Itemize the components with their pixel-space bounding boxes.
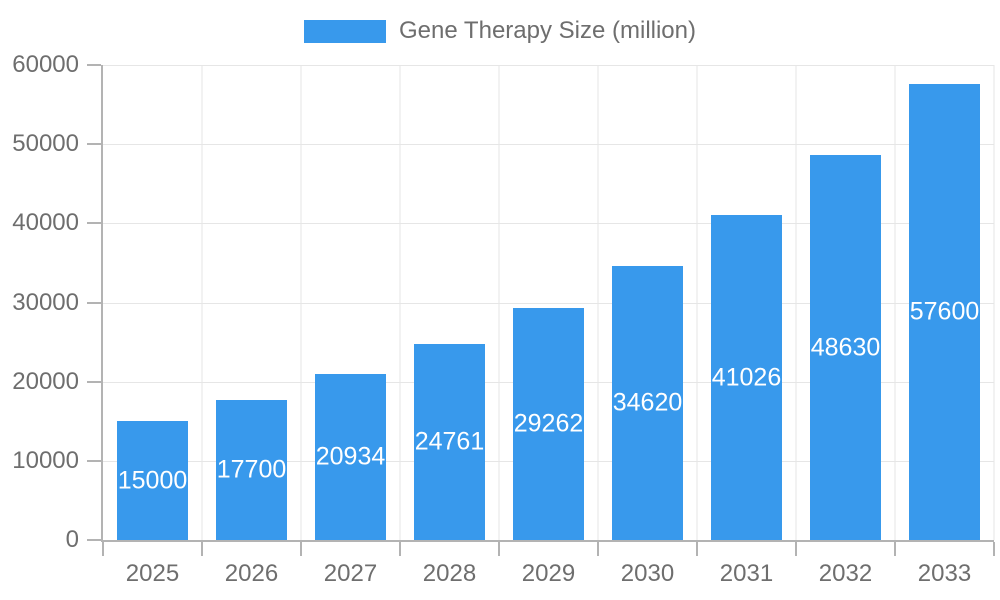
x-axis-label: 2026: [224, 560, 279, 587]
y-axis-label: 0: [65, 526, 79, 553]
bar-2031[interactable]: 41026: [711, 215, 782, 540]
x-tick-mark: [597, 542, 599, 556]
x-axis-label: 2027: [323, 560, 378, 587]
y-tick-mark: [87, 222, 101, 225]
y-axis-label: 50000: [12, 130, 79, 158]
bar-value-label: 41026: [711, 363, 782, 392]
bar-2032[interactable]: 48630: [810, 155, 881, 540]
plot-area: 0 10000 20000 30000 40000 50000 60000 2025 15000…: [12, 53, 995, 586]
x-gridline: [597, 65, 599, 540]
x-tick-mark: [102, 542, 104, 556]
bar-value-label: 57600: [909, 297, 980, 326]
bar-value-label: 24761: [414, 427, 485, 456]
y-axis-label: 10000: [12, 446, 79, 474]
x-axis-label: 2028: [422, 560, 477, 587]
bar-2033[interactable]: 57600: [909, 84, 980, 540]
bar-slot: 15000: [103, 65, 202, 540]
bar-2026[interactable]: 17700: [216, 399, 287, 540]
legend-label: Gene Therapy Size (million): [398, 17, 696, 44]
bar-slot: 24761: [400, 65, 499, 540]
y-tick-mark: [87, 301, 101, 304]
bar-slot: 48630: [796, 65, 895, 540]
x-gridline: [201, 65, 203, 540]
y-tick-mark: [87, 459, 101, 462]
y-tick-mark: [87, 143, 101, 146]
x-axis-label: 2030: [620, 560, 675, 587]
y-gridline: [103, 223, 994, 225]
y-axis-label: 30000: [12, 288, 79, 316]
bar-slot: 41026: [697, 65, 796, 540]
bar-value-label: 20934: [315, 442, 386, 471]
y-axis-label: 60000: [12, 51, 79, 78]
y-gridline: [103, 144, 994, 146]
x-axis-label: 2025: [125, 560, 180, 587]
y-axis-label: 40000: [12, 209, 79, 237]
legend-item[interactable]: Gene Therapy Size (million): [0, 17, 1000, 45]
bar-2027[interactable]: 20934: [315, 374, 386, 540]
x-axis-label: 2032: [818, 560, 873, 587]
y-tick-mark: [87, 380, 101, 383]
bar-slot: 57600: [895, 65, 994, 540]
y-tick-mark: [87, 539, 101, 541]
x-tick-mark: [498, 542, 500, 556]
bar-2029[interactable]: 29262: [513, 308, 584, 540]
x-gridline: [300, 65, 302, 540]
x-tick-mark: [795, 542, 797, 556]
bar-value-label: 15000: [117, 466, 188, 495]
bar-2025[interactable]: 15000: [117, 421, 188, 540]
x-gridline: [696, 65, 698, 540]
bar-value-label: 34620: [612, 388, 683, 417]
x-gridline: [993, 65, 995, 540]
bar-value-label: 48630: [810, 333, 881, 361]
x-tick-mark: [201, 542, 203, 556]
y-gridline: [103, 65, 994, 66]
x-tick-mark: [695, 542, 698, 556]
bar-value-label: 29262: [513, 409, 584, 438]
bar-value-label: 17700: [216, 455, 287, 484]
x-tick-mark: [300, 542, 302, 556]
x-gridline: [399, 65, 401, 540]
x-tick-mark: [894, 542, 896, 556]
y-tick-mark: [87, 64, 101, 66]
bar-slot: 34620: [598, 65, 697, 540]
x-axis-label: 2029: [521, 560, 576, 587]
x-tick-mark: [398, 542, 401, 556]
bar-slot: 17700: [202, 65, 301, 540]
bar-slot: 29262: [499, 65, 598, 540]
bar-slot: 20934: [301, 65, 400, 540]
bar-2028[interactable]: 24761: [414, 343, 485, 540]
legend-swatch: [303, 19, 386, 43]
x-gridline: [795, 65, 797, 540]
x-gridline: [894, 65, 896, 540]
y-gridline: [103, 302, 994, 304]
x-gridline: [498, 65, 500, 540]
x-axis-label: 2033: [917, 560, 972, 587]
y-axis-label: 20000: [12, 367, 79, 395]
x-tick-mark: [993, 542, 995, 556]
bar-2030[interactable]: 34620: [612, 265, 683, 540]
x-axis-label: 2031: [719, 560, 774, 587]
